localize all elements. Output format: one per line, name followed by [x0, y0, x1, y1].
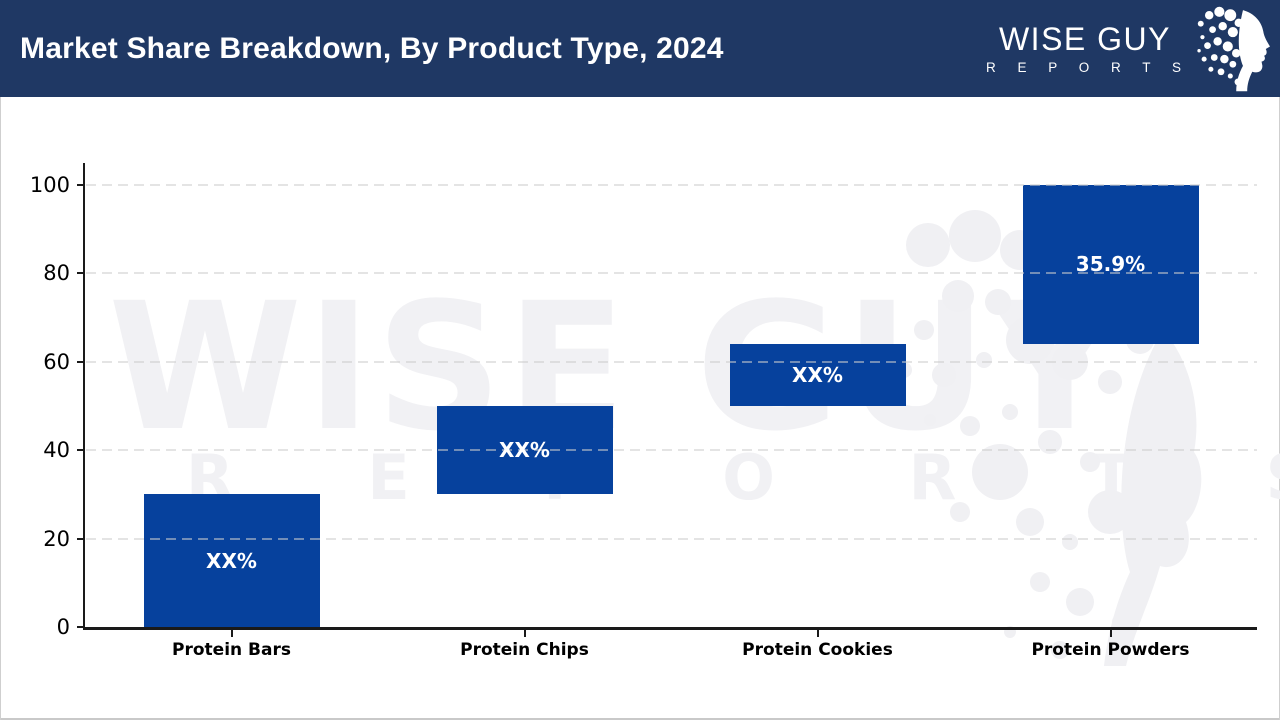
x-tick-3	[1109, 629, 1112, 637]
y-tick-label-100: 100	[29, 173, 70, 197]
x-tick-2	[816, 629, 819, 637]
logo-wordmark: WISE GUY	[998, 21, 1171, 58]
gridline-80	[86, 272, 1257, 275]
bar-protein-powders	[1022, 185, 1199, 344]
gridline-60	[86, 360, 1257, 363]
bar-value-label: XX%	[206, 548, 257, 573]
x-category-label: Protein Powders	[1031, 640, 1190, 660]
y-tick-80	[77, 272, 85, 275]
gridline-20	[86, 537, 1257, 540]
bar-protein-bars	[143, 494, 320, 627]
chart-title: Market Share Breakdown, By Product Type,…	[20, 31, 724, 65]
x-category-label: Protein Bars	[172, 640, 291, 660]
x-axis-spine	[83, 627, 1257, 630]
bar-protein-cookies	[729, 343, 906, 406]
logo-head-icon	[1197, 6, 1270, 92]
y-tick-40	[77, 449, 85, 452]
bar-value-label: XX%	[792, 362, 843, 387]
y-axis-spine	[83, 163, 85, 629]
y-tick-label-20: 20	[43, 526, 70, 551]
y-tick-label-60: 60	[43, 349, 70, 374]
logo-subtext: R E P O R T S	[985, 59, 1190, 75]
bar-value-label: XX%	[499, 438, 550, 463]
x-tick-0	[230, 629, 233, 637]
gridline-100	[86, 184, 1257, 186]
y-tick-label-0: 0	[56, 615, 70, 639]
y-tick-20	[77, 537, 85, 540]
header: Market Share Breakdown, By Product Type,…	[0, 0, 1280, 97]
y-tick-60	[77, 360, 85, 363]
logo-wordmark-block: WISE GUY R E P O R T S	[980, 23, 1190, 75]
y-tick-label-80: 80	[43, 261, 70, 286]
y-tick-label-40: 40	[43, 438, 70, 463]
gridline-40	[86, 449, 1257, 452]
x-category-label: Protein Cookies	[742, 640, 893, 660]
x-category-label: Protein Chips	[460, 640, 589, 660]
x-tick-1	[523, 629, 526, 637]
wise-guy-reports-logo: WISE GUY R E P O R T S	[980, 5, 1270, 93]
bar-value-label: 35.9%	[1075, 252, 1146, 277]
y-tick-0	[77, 626, 85, 628]
y-tick-100	[77, 184, 85, 186]
